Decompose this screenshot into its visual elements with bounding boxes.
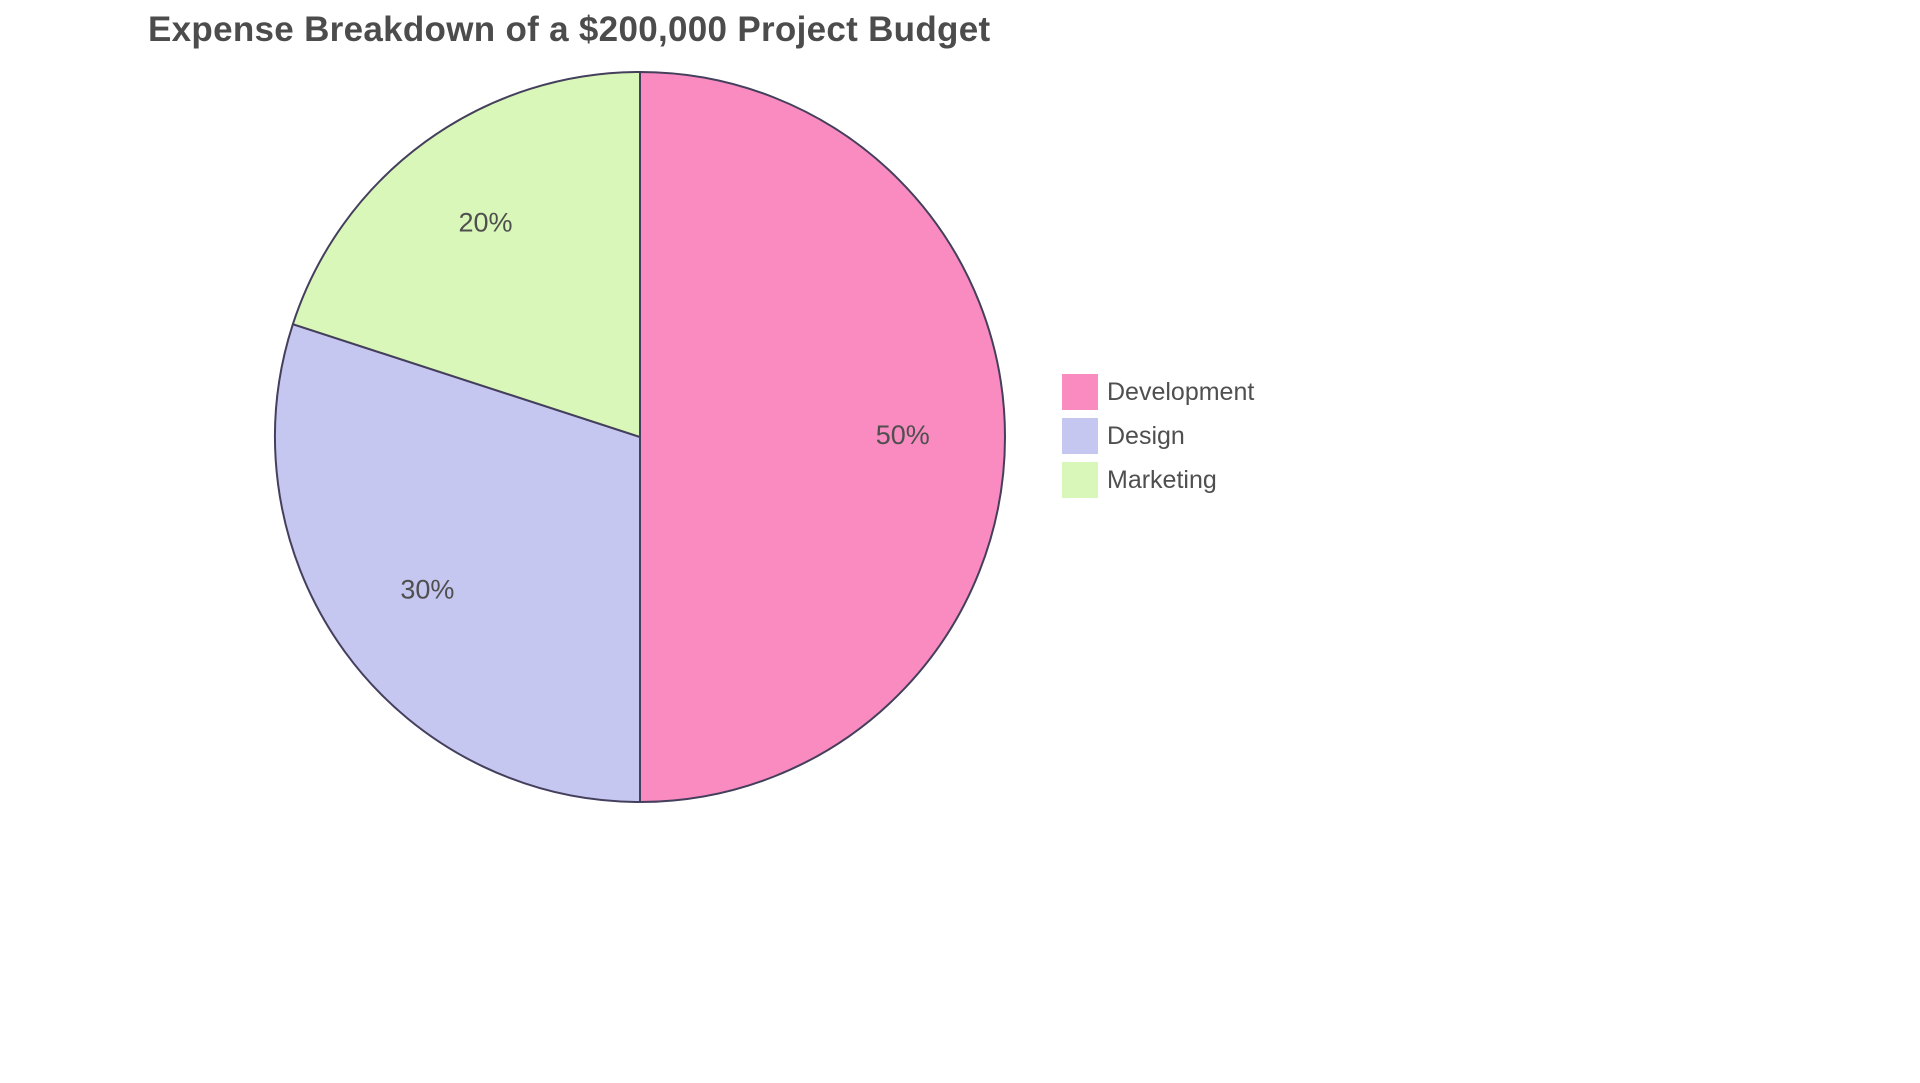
- legend-item-marketing: Marketing: [1062, 462, 1254, 498]
- legend-label-design: Design: [1107, 422, 1185, 450]
- legend-label-marketing: Marketing: [1107, 466, 1217, 494]
- legend-swatch-design: [1062, 418, 1098, 454]
- legend: Development Design Marketing: [1062, 374, 1254, 498]
- legend-swatch-development: [1062, 374, 1098, 410]
- pie-slice-marketing: [291, 71, 641, 438]
- slice-label-development: 50%: [876, 420, 930, 450]
- legend-item-design: Design: [1062, 418, 1254, 454]
- legend-label-development: Development: [1107, 378, 1255, 406]
- chart-title: Expense Breakdown of a $200,000 Project …: [148, 10, 991, 49]
- legend-item-development: Development: [1062, 374, 1254, 410]
- pie-slice-development: [639, 71, 1006, 803]
- pie-slice-design: [274, 323, 641, 803]
- legend-swatch-marketing: [1062, 462, 1098, 498]
- slice-label-design: 30%: [400, 575, 454, 605]
- slice-label-marketing: 20%: [458, 208, 512, 238]
